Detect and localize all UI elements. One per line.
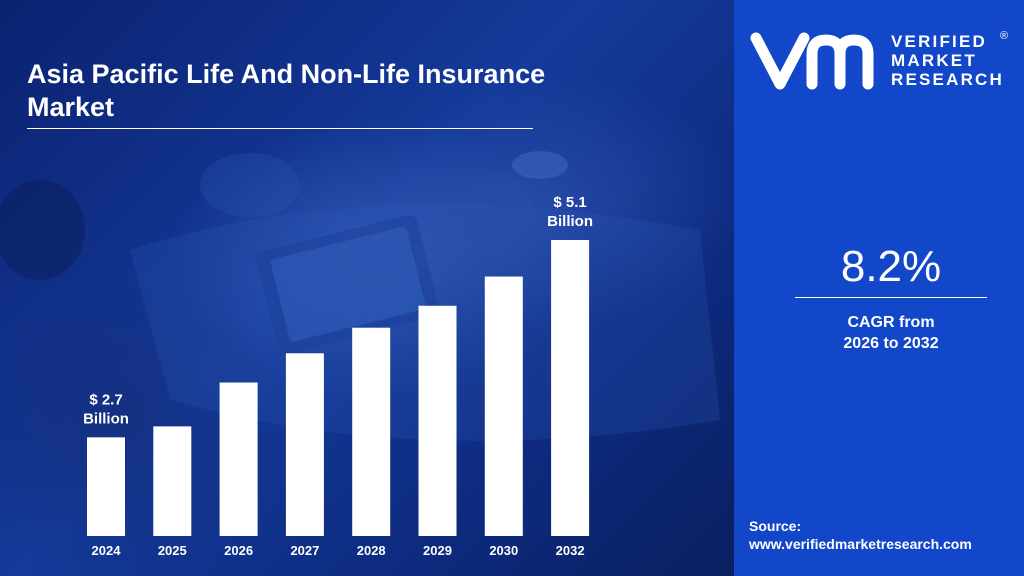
x-tick-label-2024: 2024 — [92, 543, 122, 558]
cagr-label: CAGR from 2026 to 2032 — [795, 312, 987, 354]
registered-mark: ® — [1000, 30, 1009, 42]
bar-2032 — [551, 240, 590, 536]
bar-2027 — [285, 353, 324, 536]
x-tick-label-2025: 2025 — [158, 543, 187, 558]
title-underline — [27, 128, 533, 129]
x-tick-label-2029: 2029 — [423, 543, 452, 558]
bar-2026 — [219, 382, 258, 536]
data-label-unit-2032: Billion — [547, 213, 593, 230]
info-panel — [734, 0, 1024, 576]
chart-title: Asia Pacific Life And Non-Life Insurance… — [27, 59, 546, 122]
cagr-value: 8.2% — [840, 242, 942, 291]
brand-line-verified: VERIFIED — [891, 32, 988, 51]
source-label: Source: — [749, 518, 802, 534]
x-tick-label-2028: 2028 — [357, 543, 386, 558]
data-label-unit-2024: Billion — [83, 410, 129, 427]
bar-2030 — [484, 276, 523, 536]
source-note: Source: www.verifiedmarketresearch.com — [749, 517, 972, 553]
data-label-value-2032: $ 5.1 — [553, 194, 586, 211]
bar-2024 — [87, 437, 125, 536]
data-label-value-2024: $ 2.7 — [89, 391, 122, 408]
vmr-logo-icon — [750, 32, 874, 90]
bar-chart: 2024 $ 2.7 Billion 2025 2026 2027 2028 2029 2030… — [83, 194, 593, 558]
brand-wordmark: VERIFIED MARKET RESEARCH — [891, 32, 1004, 89]
brand-line-research: RESEARCH — [891, 70, 1005, 89]
x-tick-label-2027: 2027 — [290, 543, 319, 558]
brand-line-market: MARKET — [891, 51, 977, 70]
bar-2029 — [418, 305, 457, 536]
cagr-divider — [795, 297, 987, 298]
x-tick-label-2030: 2030 — [489, 543, 518, 558]
bar-2025 — [153, 426, 192, 536]
x-tick-label-2026: 2026 — [224, 543, 253, 558]
bar-2028 — [352, 327, 391, 536]
source-url: www.verifiedmarketresearch.com — [749, 536, 972, 552]
cagr-label-line1: CAGR from — [847, 314, 935, 331]
cagr-label-line2: 2026 to 2032 — [843, 335, 939, 352]
background-panel: Asia Pacific Life And Non-Life Insurance… — [0, 0, 734, 576]
x-tick-label-2032: 2032 — [556, 543, 585, 558]
